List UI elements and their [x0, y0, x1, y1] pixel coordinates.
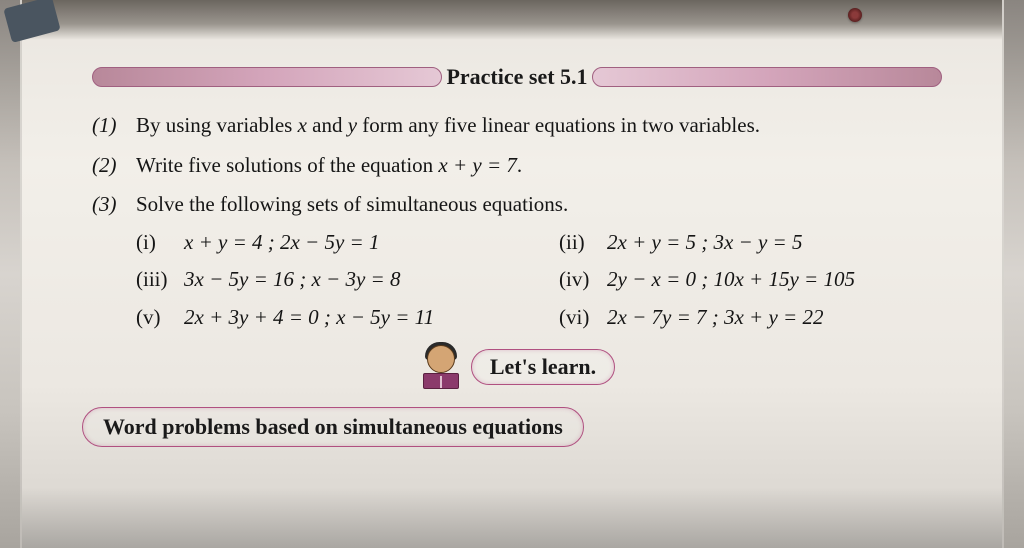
- equation: x + y = 4 ; 2x − 5y = 1: [184, 227, 379, 259]
- question-text: Write five solutions of the equation x +…: [136, 150, 942, 182]
- sub-number: (ii): [559, 227, 607, 259]
- red-dot-artifact: [848, 8, 862, 22]
- equation: 2x + 3y + 4 = 0 ; x − 5y = 11: [184, 302, 434, 334]
- sub-question-list: (i) x + y = 4 ; 2x − 5y = 1 (ii) 2x + y …: [136, 227, 942, 334]
- sub-question: (v) 2x + 3y + 4 = 0 ; x − 5y = 11: [136, 302, 519, 334]
- sub-number: (vi): [559, 302, 607, 334]
- equation: 2x + y = 5 ; 3x − y = 5: [607, 227, 802, 259]
- sub-question: (ii) 2x + y = 5 ; 3x − y = 5: [559, 227, 942, 259]
- question-text: Solve the following sets of simultaneous…: [136, 189, 942, 221]
- sub-number: (i): [136, 227, 184, 259]
- page-top-shadow: [22, 0, 1002, 40]
- question-text: By using variables x and y form any five…: [136, 110, 942, 142]
- mascot-icon: [419, 345, 463, 389]
- question-3: (3) Solve the following sets of simultan…: [92, 189, 942, 333]
- equation: 2y − x = 0 ; 10x + 15y = 105: [607, 264, 855, 296]
- practice-set-title: Practice set 5.1: [432, 64, 601, 90]
- header-bar-right: [592, 67, 942, 87]
- word-problems-heading: Word problems based on simultaneous equa…: [82, 407, 584, 447]
- question-list: (1) By using variables x and y form any …: [92, 110, 942, 333]
- sub-question: (i) x + y = 4 ; 2x − 5y = 1: [136, 227, 519, 259]
- question-number: (1): [92, 110, 136, 142]
- practice-set-header: Practice set 5.1: [92, 60, 942, 94]
- question-1: (1) By using variables x and y form any …: [92, 110, 942, 142]
- corner-artifact: [3, 0, 60, 43]
- sub-number: (v): [136, 302, 184, 334]
- page-content: Practice set 5.1 (1) By using variables …: [22, 40, 1002, 447]
- equation: 2x − 7y = 7 ; 3x + y = 22: [607, 302, 823, 334]
- header-bar-left: [92, 67, 442, 87]
- bottom-shadow: [22, 488, 1002, 548]
- sub-question: (vi) 2x − 7y = 7 ; 3x + y = 22: [559, 302, 942, 334]
- question-number: (3): [92, 189, 136, 221]
- equation: 3x − 5y = 16 ; x − 3y = 8: [184, 264, 400, 296]
- sub-question: (iv) 2y − x = 0 ; 10x + 15y = 105: [559, 264, 942, 296]
- sub-question: (iii) 3x − 5y = 16 ; x − 3y = 8: [136, 264, 519, 296]
- question-number: (2): [92, 150, 136, 182]
- sub-number: (iii): [136, 264, 184, 296]
- lets-learn-badge: Let's learn.: [471, 349, 615, 385]
- sub-number: (iv): [559, 264, 607, 296]
- lets-learn-row: Let's learn.: [92, 345, 942, 389]
- textbook-page: Practice set 5.1 (1) By using variables …: [20, 0, 1004, 548]
- question-2: (2) Write five solutions of the equation…: [92, 150, 942, 182]
